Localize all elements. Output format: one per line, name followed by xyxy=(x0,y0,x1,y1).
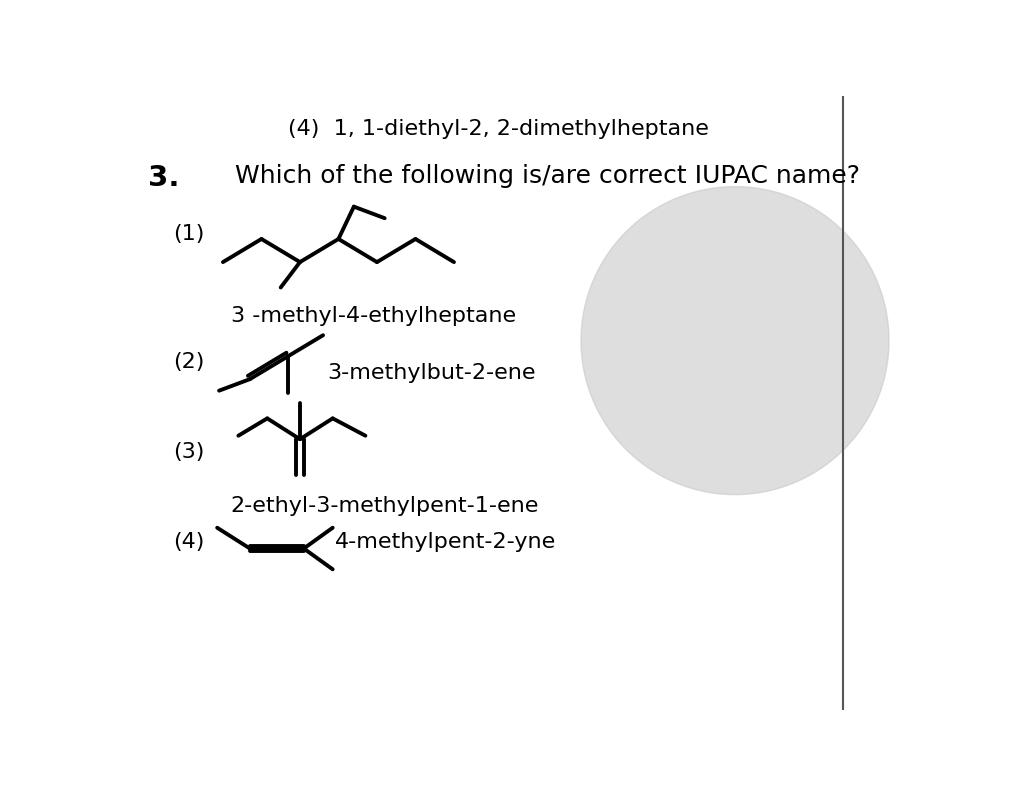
Text: (2): (2) xyxy=(173,352,204,372)
Text: (1): (1) xyxy=(173,224,204,244)
Text: 3 -methyl-4-ethylheptane: 3 -methyl-4-ethylheptane xyxy=(230,306,516,326)
Text: (4)  1, 1-diethyl-2, 2-dimethylheptane: (4) 1, 1-diethyl-2, 2-dimethylheptane xyxy=(289,119,710,139)
Polygon shape xyxy=(581,187,889,495)
Text: 3.: 3. xyxy=(147,164,179,192)
Text: 3-methylbut-2-ene: 3-methylbut-2-ene xyxy=(327,363,536,383)
Text: 2-ethyl-3-methylpent-1-ene: 2-ethyl-3-methylpent-1-ene xyxy=(230,496,539,516)
Text: Which of the following is/are correct IUPAC name?: Which of the following is/are correct IU… xyxy=(234,164,859,188)
Text: (4): (4) xyxy=(173,532,204,552)
Text: 4-methylpent-2-yne: 4-methylpent-2-yne xyxy=(335,532,556,552)
Text: (3): (3) xyxy=(173,442,204,462)
